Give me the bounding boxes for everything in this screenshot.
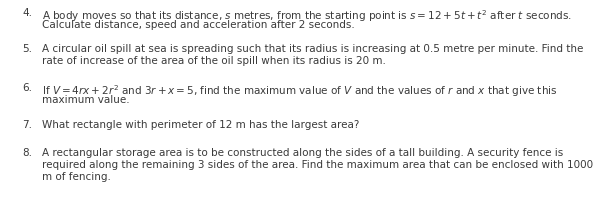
Text: 4.: 4. <box>22 8 32 18</box>
Text: Calculate distance, speed and acceleration after 2 seconds.: Calculate distance, speed and accelerati… <box>42 20 355 30</box>
Text: A rectangular storage area is to be constructed along the sides of a tall buildi: A rectangular storage area is to be cons… <box>42 147 563 157</box>
Text: maximum value.: maximum value. <box>42 94 130 104</box>
Text: m of fencing.: m of fencing. <box>42 171 111 181</box>
Text: What rectangle with perimeter of 12 m has the largest area?: What rectangle with perimeter of 12 m ha… <box>42 119 359 129</box>
Text: 7.: 7. <box>22 119 32 129</box>
Text: 6.: 6. <box>22 83 32 93</box>
Text: A body moves so that its distance, $s$ metres, from the starting point is $s = 1: A body moves so that its distance, $s$ m… <box>42 8 572 24</box>
Text: 8.: 8. <box>22 147 32 157</box>
Text: rate of increase of the area of the oil spill when its radius is 20 m.: rate of increase of the area of the oil … <box>42 56 386 66</box>
Text: If $V = 4rx + 2r^2$ and $3r + x = 5$, find the maximum value of $V$ and the valu: If $V = 4rx + 2r^2$ and $3r + x = 5$, fi… <box>42 83 557 98</box>
Text: required along the remaining 3 sides of the area. Find the maximum area that can: required along the remaining 3 sides of … <box>42 159 593 169</box>
Text: A circular oil spill at sea is spreading such that its radius is increasing at 0: A circular oil spill at sea is spreading… <box>42 44 584 54</box>
Text: 5.: 5. <box>22 44 32 54</box>
